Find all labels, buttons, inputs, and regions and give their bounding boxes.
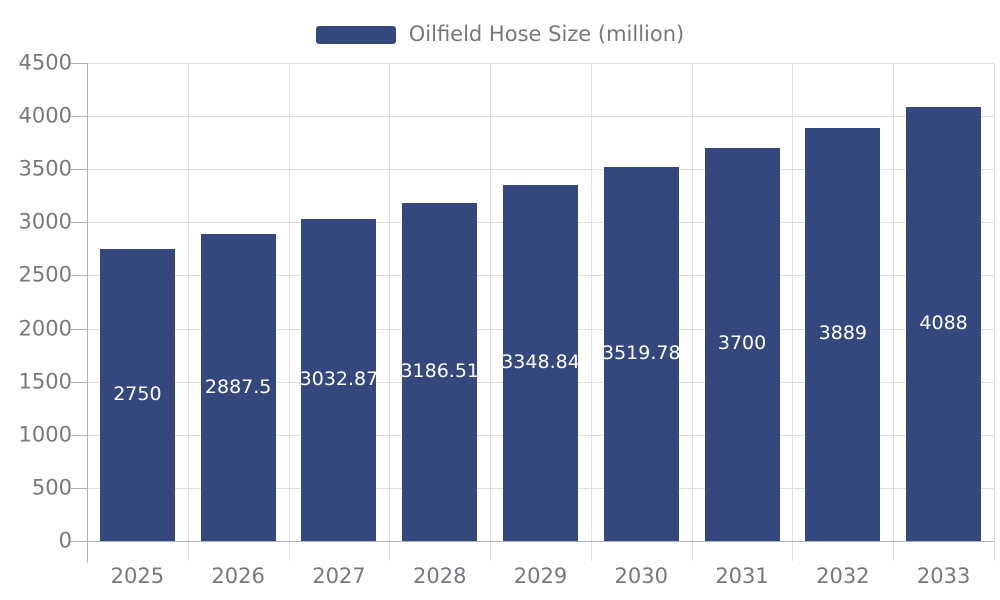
- y-axis-label: 500: [31, 475, 72, 500]
- bar-value-label: 3889: [818, 322, 867, 345]
- y-axis-tick: [71, 275, 87, 277]
- bar-2032[interactable]: 3889: [805, 127, 881, 541]
- bar-value-label: 3700: [717, 332, 767, 355]
- bar-value-label: 3348.84: [503, 351, 578, 374]
- y-axis-tick: [71, 487, 87, 489]
- bar-value-label: 3186.51: [402, 359, 478, 382]
- vertical-gridline: [288, 63, 290, 561]
- y-axis-label: 0: [58, 528, 72, 553]
- vertical-gridline: [590, 63, 592, 561]
- vertical-gridline: [187, 63, 189, 561]
- y-axis-label: 3500: [18, 156, 72, 181]
- legend-label: Oilfield Hose Size (million): [408, 22, 685, 46]
- y-axis-label: 4500: [18, 50, 72, 75]
- y-axis-tick: [71, 63, 87, 64]
- x-axis-line: [71, 541, 994, 542]
- vertical-gridline: [389, 63, 391, 561]
- y-axis-tick: [71, 169, 87, 171]
- bar-2030[interactable]: 3519.78: [603, 167, 679, 541]
- y-axis-tick: [71, 381, 87, 383]
- y-axis-label: 3000: [18, 209, 72, 234]
- y-axis-tick: [71, 328, 87, 330]
- vertical-gridline: [792, 63, 794, 561]
- bar-2033[interactable]: 4088: [906, 106, 982, 541]
- bar-2029[interactable]: 3348.84: [503, 185, 578, 541]
- y-axis-tick: [71, 222, 87, 224]
- x-axis-label: 2032: [816, 564, 870, 588]
- vertical-gridline: [893, 63, 895, 561]
- x-axis-label: 2030: [614, 564, 668, 588]
- x-axis-label: 2028: [412, 564, 467, 588]
- x-axis-label: 2031: [715, 564, 769, 588]
- legend-swatch-icon: [315, 25, 396, 44]
- y-axis-label: 2000: [18, 316, 72, 341]
- bar-2026[interactable]: 2887.5: [200, 234, 276, 541]
- horizontal-gridline: [87, 169, 994, 171]
- y-axis-label: 1500: [18, 369, 72, 394]
- bar-value-label: 2750: [113, 383, 162, 406]
- bar-value-label: 3032.87: [301, 368, 377, 391]
- x-axis-label: 2027: [312, 564, 366, 588]
- x-axis-label: 2029: [513, 564, 568, 588]
- x-axis-label: 2033: [916, 564, 971, 588]
- horizontal-gridline: [87, 116, 994, 118]
- vertical-gridline: [994, 63, 995, 561]
- x-axis-label: 2026: [211, 564, 265, 588]
- y-axis-tick: [71, 434, 87, 436]
- x-axis-label: 2025: [110, 564, 165, 588]
- y-axis-label: 4000: [18, 103, 72, 128]
- y-axis-tick: [71, 541, 87, 542]
- horizontal-gridline: [87, 63, 994, 64]
- y-axis-tick: [71, 116, 87, 118]
- bar-2025[interactable]: 2750: [99, 248, 175, 541]
- bar-value-label: 4088: [919, 312, 968, 334]
- bar-2028[interactable]: 3186.51: [402, 202, 478, 541]
- bar-2027[interactable]: 3032.87: [301, 218, 377, 541]
- y-axis-label: 1000: [18, 422, 72, 447]
- legend[interactable]: Oilfield Hose Size (million): [0, 22, 1000, 47]
- bar-2031[interactable]: 3700: [704, 147, 780, 541]
- plot-area: 2750 2887.5 3032.87 3186.51 3348.84 3519.78 37…: [87, 63, 995, 561]
- vertical-gridline: [691, 63, 693, 561]
- vertical-gridline: [490, 63, 492, 561]
- y-axis-label: 2500: [18, 262, 72, 287]
- bar-value-label: 3519.78: [603, 342, 679, 365]
- bar-value-label: 2887.5: [204, 375, 272, 398]
- y-axis-line: [87, 63, 88, 563]
